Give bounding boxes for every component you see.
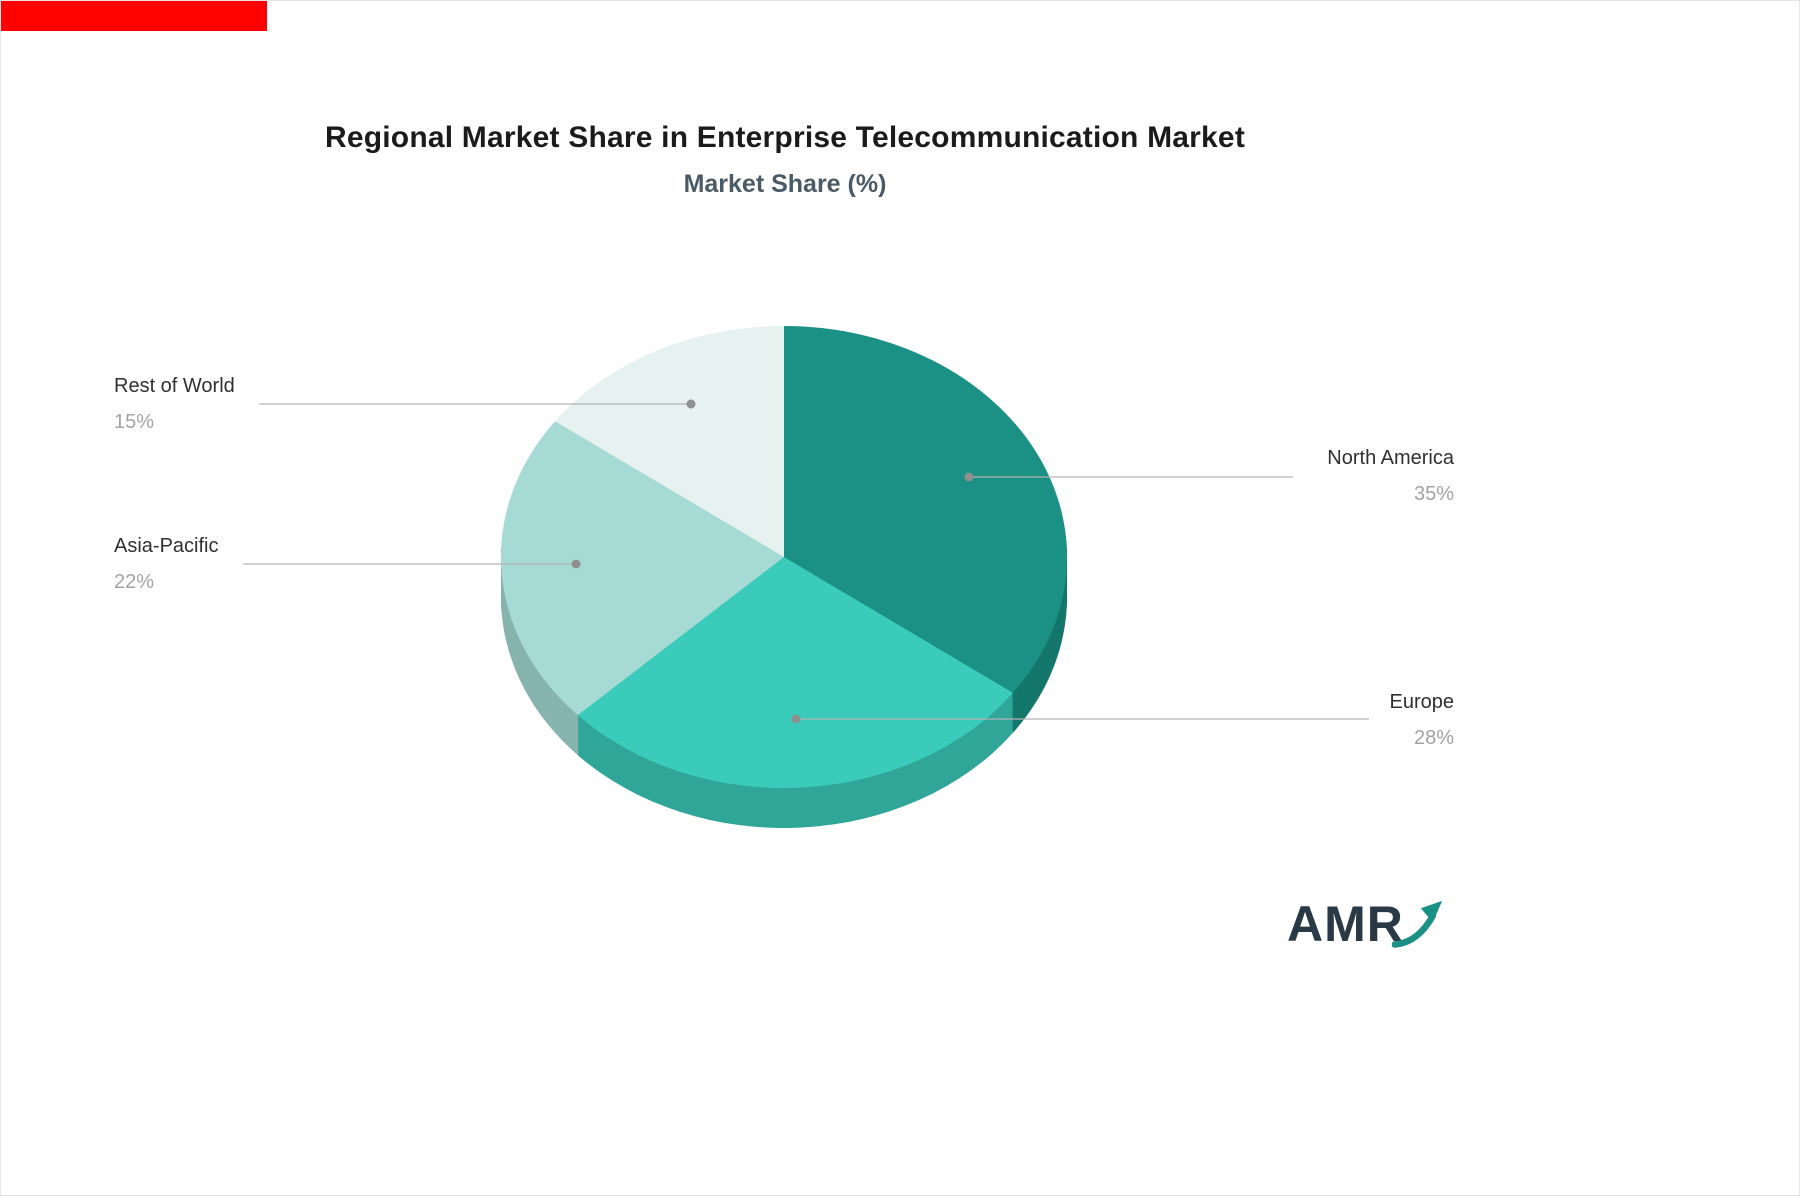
callout-dot-europe xyxy=(791,714,801,724)
pie-slice-north-america[interactable] xyxy=(784,326,1067,693)
callout-label-asia-pacific: Asia-Pacific 22% xyxy=(114,535,218,594)
amr-logo: AMR xyxy=(1287,899,1444,951)
callout-label-europe: Europe 28% xyxy=(1390,691,1455,750)
callout-dot-north-america xyxy=(964,472,974,482)
callout-value: 15% xyxy=(114,411,155,433)
amr-logo-arrow-icon xyxy=(1391,900,1443,948)
red-banner xyxy=(1,1,267,31)
amr-logo-text: AMR xyxy=(1287,896,1404,952)
chart-subtitle: Market Share (%) xyxy=(683,170,887,198)
callout-label-north-america: North America 35% xyxy=(1327,447,1454,506)
callout-value: 22% xyxy=(114,571,155,593)
callout-value: 28% xyxy=(1413,727,1454,749)
pie-slice-europe[interactable] xyxy=(577,557,1013,789)
callout-value: 35% xyxy=(1413,483,1454,505)
pie-slice-rest-of-world[interactable] xyxy=(555,326,784,557)
callout-dot-rest-of-world xyxy=(686,399,696,409)
callout-name: Europe xyxy=(1389,691,1455,713)
pie-slice-asia-pacific[interactable] xyxy=(500,421,784,716)
chart-title: Regional Market Share in Enterprise Tele… xyxy=(324,121,1246,154)
callout-name: Rest of World xyxy=(114,375,235,397)
callout-name: North America xyxy=(1327,447,1454,469)
callout-name: Asia-Pacific xyxy=(114,535,219,557)
callout-lines xyxy=(243,399,1369,724)
callout-dot-asia-pacific xyxy=(571,559,581,569)
callout-label-rest-of-world: Rest of World 15% xyxy=(114,375,235,434)
pie-slices xyxy=(500,326,1067,829)
